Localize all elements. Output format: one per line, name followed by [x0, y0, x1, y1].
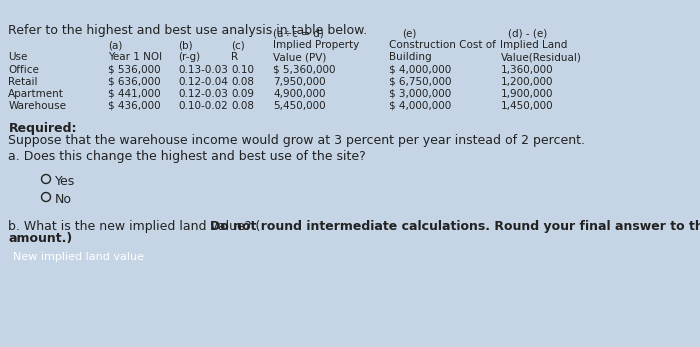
Text: (c): (c): [231, 40, 245, 50]
Text: $ 4,000,000: $ 4,000,000: [389, 101, 451, 111]
Text: (r-g): (r-g): [178, 52, 201, 62]
Text: R: R: [231, 52, 238, 62]
Text: $ 536,000: $ 536,000: [108, 65, 161, 75]
Text: $ 636,000: $ 636,000: [108, 77, 161, 87]
Text: 0.09: 0.09: [231, 89, 254, 99]
Text: Yes: Yes: [55, 175, 75, 188]
Text: $ 4,000,000: $ 4,000,000: [389, 65, 451, 75]
Text: 1,360,000: 1,360,000: [500, 65, 553, 75]
Text: 0.12-0.04: 0.12-0.04: [178, 77, 228, 87]
Text: amount.): amount.): [8, 232, 73, 245]
Text: 0.08: 0.08: [231, 77, 254, 87]
Text: Value (PV): Value (PV): [273, 52, 326, 62]
Text: 0.13-0.03: 0.13-0.03: [178, 65, 228, 75]
Text: Building: Building: [389, 52, 431, 62]
Text: Required:: Required:: [8, 122, 77, 135]
Text: 7,950,000: 7,950,000: [273, 77, 326, 87]
Text: Office: Office: [8, 65, 39, 75]
Text: $ 3,000,000: $ 3,000,000: [389, 89, 451, 99]
Text: Value(Residual): Value(Residual): [500, 52, 582, 62]
Text: $ 5,360,000: $ 5,360,000: [273, 65, 335, 75]
Text: Implied Property: Implied Property: [273, 40, 359, 50]
Text: Suppose that the warehouse income would grow at 3 percent per year instead of 2 : Suppose that the warehouse income would …: [8, 134, 585, 147]
Text: Apartment: Apartment: [8, 89, 64, 99]
Text: Use: Use: [8, 52, 28, 62]
Text: No: No: [55, 193, 71, 206]
Text: 0.12-0.03: 0.12-0.03: [178, 89, 228, 99]
Text: Warehouse: Warehouse: [8, 101, 66, 111]
Text: 1,900,000: 1,900,000: [500, 89, 553, 99]
Text: (d) - (e): (d) - (e): [508, 28, 547, 38]
Text: Implied Land: Implied Land: [500, 40, 568, 50]
Text: Retail: Retail: [8, 77, 38, 87]
Text: 1,450,000: 1,450,000: [500, 101, 553, 111]
Text: Refer to the highest and best use analysis in table below.: Refer to the highest and best use analys…: [8, 24, 368, 37]
Text: 5,450,000: 5,450,000: [273, 101, 326, 111]
Text: (a÷c = d): (a÷c = d): [273, 28, 323, 38]
Text: (e): (e): [402, 28, 417, 38]
Text: New implied land value: New implied land value: [13, 252, 144, 262]
Text: b. What is the new implied land value? (: b. What is the new implied land value? (: [8, 220, 260, 233]
Text: 0.10: 0.10: [231, 65, 254, 75]
Text: Year 1 NOI: Year 1 NOI: [108, 52, 162, 62]
Text: 0.08: 0.08: [231, 101, 254, 111]
Text: $ 6,750,000: $ 6,750,000: [389, 77, 451, 87]
Text: Construction Cost of: Construction Cost of: [389, 40, 496, 50]
Text: (b): (b): [178, 40, 193, 50]
Text: 0.10-0.02: 0.10-0.02: [178, 101, 228, 111]
Text: 1,200,000: 1,200,000: [500, 77, 553, 87]
Text: Do not round intermediate calculations. Round your final answer to the nearest d: Do not round intermediate calculations. …: [211, 220, 700, 233]
Text: a. Does this change the highest and best use of the site?: a. Does this change the highest and best…: [8, 150, 366, 163]
Text: $ 441,000: $ 441,000: [108, 89, 161, 99]
Text: $ 436,000: $ 436,000: [108, 101, 161, 111]
Text: (a): (a): [108, 40, 123, 50]
Text: 4,900,000: 4,900,000: [273, 89, 326, 99]
